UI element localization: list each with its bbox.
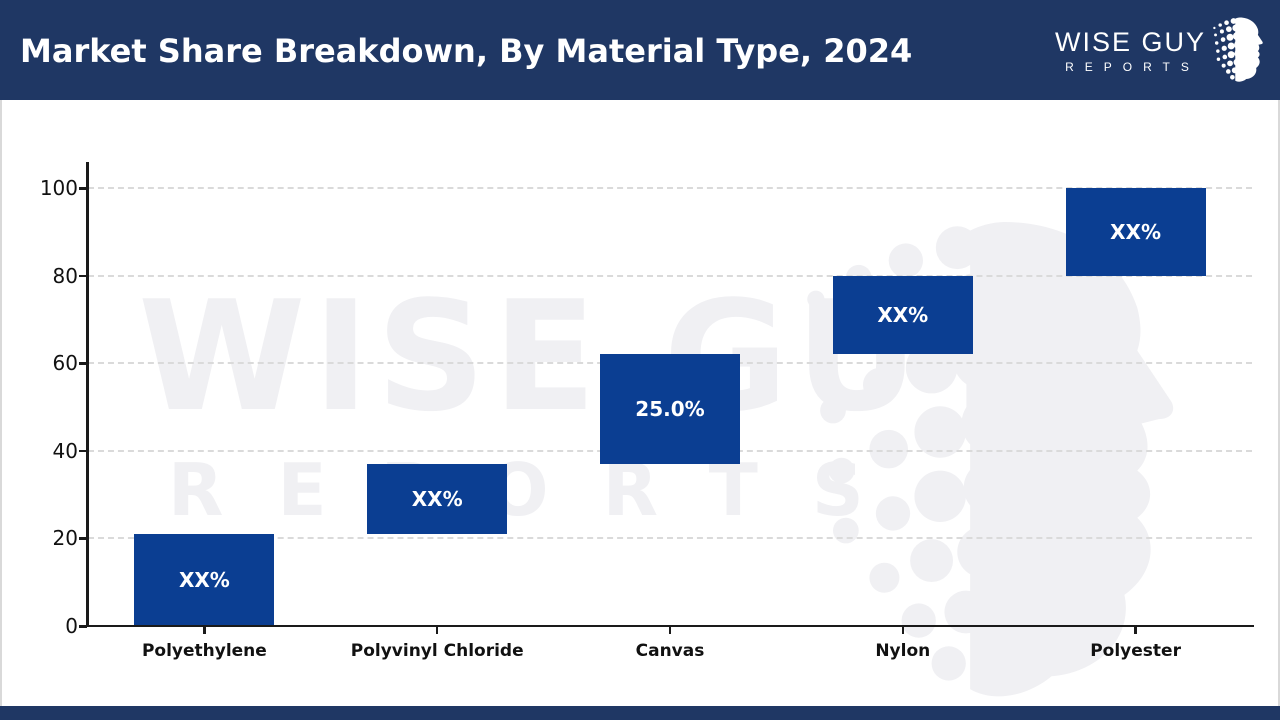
card-right-border	[1278, 100, 1280, 706]
watermark-reports-text: REPORTS	[168, 448, 918, 532]
x-tick-mark-4	[901, 627, 905, 634]
gridline-100	[88, 187, 1252, 189]
y-tick-mark-0	[79, 625, 87, 628]
y-tick-label-40: 40	[52, 438, 78, 463]
logo-face-icon	[1213, 17, 1263, 82]
y-tick-mark-40	[79, 449, 87, 453]
bar-canvas: 25.0%	[600, 354, 740, 464]
y-tick-mark-60	[79, 362, 87, 365]
logo-wordmark: WISE GUY REPORTS	[1055, 27, 1206, 74]
x-tick-mark-3	[668, 627, 672, 634]
x-tick-label-polyvinyl-chloride: Polyvinyl Chloride	[350, 641, 524, 661]
bar-value-label: XX%	[178, 568, 230, 592]
y-tick-label-20: 20	[52, 526, 78, 551]
logo-line1: WISE GUY	[1054, 26, 1206, 57]
y-tick-label-60: 60	[52, 351, 78, 376]
x-tick-mark-5	[1134, 627, 1137, 634]
bar-polyethylene: XX%	[134, 534, 275, 626]
x-tick-mark-1	[203, 627, 206, 634]
bar-value-label: XX%	[411, 486, 463, 511]
bar-value-label: 25.0%	[635, 397, 705, 422]
page-title: Market Share Breakdown, By Material Type…	[20, 32, 913, 70]
bar-nylon: XX%	[832, 275, 973, 355]
bar-polyvinyl-chloride: XX%	[367, 463, 508, 535]
gridline-20	[88, 537, 1252, 540]
y-tick-label-80: 80	[52, 263, 78, 288]
bar-value-label: XX%	[877, 303, 929, 327]
x-tick-label-nylon: Nylon	[875, 641, 931, 661]
logo-line2: REPORTS	[1065, 59, 1200, 74]
footer-bar	[0, 706, 1280, 720]
y-tick-mark-80	[79, 274, 87, 278]
x-tick-label-polyethylene: Polyethylene	[141, 641, 267, 661]
x-tick-label-canvas: Canvas	[635, 641, 705, 661]
bar-polyester: XX%	[1065, 188, 1206, 276]
header-bar: Market Share Breakdown, By Material Type…	[0, 0, 1280, 100]
brand-logo: WISE GUY REPORTS	[1055, 6, 1266, 94]
x-axis-line	[86, 624, 1254, 627]
y-axis-line	[86, 162, 89, 627]
y-tick-mark-20	[79, 537, 87, 540]
y-tick-label-0: 0	[65, 614, 78, 638]
gridline-80	[88, 274, 1252, 277]
bar-value-label: XX%	[1110, 219, 1162, 244]
x-tick-label-polyester: Polyester	[1090, 641, 1181, 661]
x-tick-mark-2	[435, 627, 439, 634]
card-left-border	[0, 100, 2, 706]
y-tick-label-100: 100	[39, 176, 78, 200]
y-tick-mark-100	[79, 187, 87, 190]
